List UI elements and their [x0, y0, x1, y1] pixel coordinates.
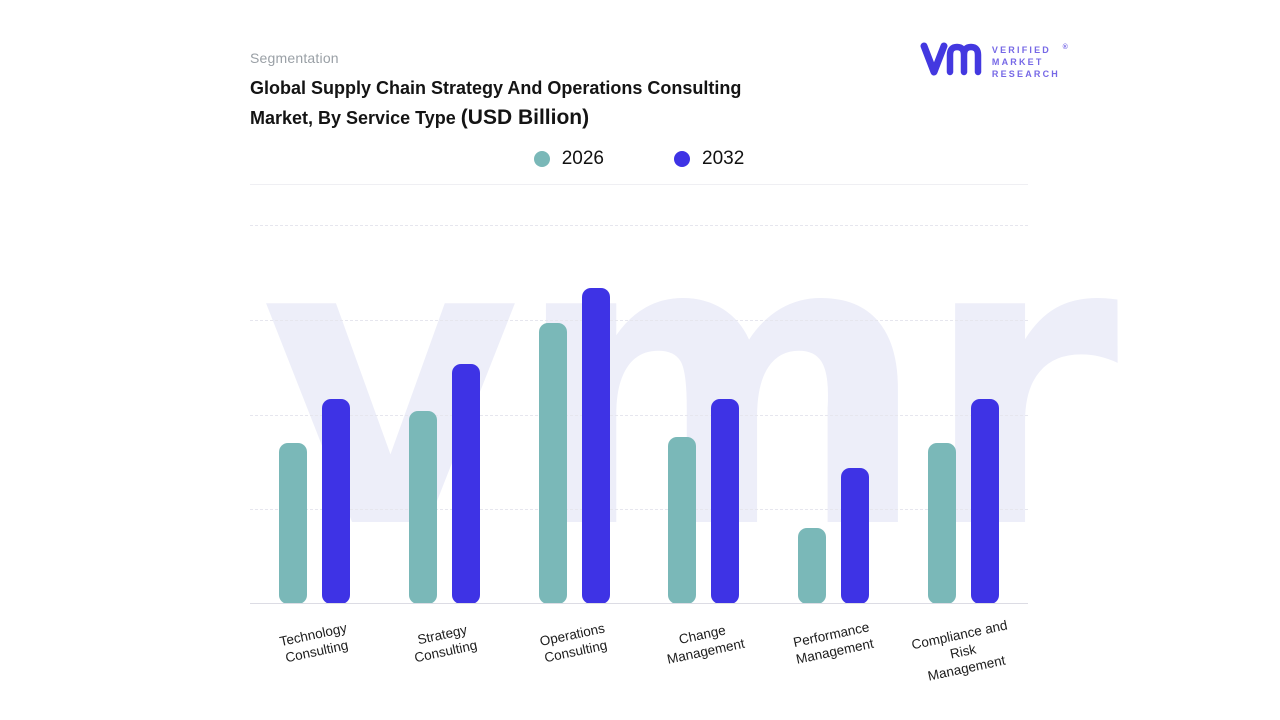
- bar-2026[interactable]: [408, 411, 437, 604]
- title-line2: Market, By Service Type: [250, 108, 461, 128]
- logo-line1: VERIFIED: [991, 44, 1051, 55]
- bar-2026[interactable]: [668, 437, 697, 604]
- logo-line3: RESEARCH: [991, 68, 1060, 79]
- bar-2032[interactable]: [970, 399, 999, 604]
- bar-2032[interactable]: [840, 468, 869, 604]
- gridline: [250, 414, 1028, 416]
- plot-area: Technology Consulting Strategy Consulting…: [250, 225, 1028, 684]
- legend-item-2032[interactable]: 2032: [674, 148, 744, 170]
- vmr-logo: VERIFIED MARKET RESEARCH ®: [920, 38, 1068, 85]
- bar-group: Compliance and Risk Management: [910, 225, 1009, 684]
- logo-line2: MARKET: [991, 56, 1044, 67]
- legend-item-2026[interactable]: 2026: [533, 148, 604, 170]
- bar-group: Performance Management: [792, 225, 875, 667]
- eyebrow-label: Segmentation: [250, 50, 339, 66]
- gridline: [250, 319, 1028, 321]
- title-unit: (USD Billion): [460, 106, 590, 129]
- title-line1: Global Supply Chain Strategy And Operati…: [250, 78, 742, 98]
- legend-separator: [250, 184, 1028, 185]
- chart-legend: 2026 2032: [250, 148, 1028, 170]
- legend-label-2026: 2026: [561, 148, 604, 169]
- logo-wordmark: VERIFIED MARKET RESEARCH ®: [991, 44, 1068, 80]
- category-label: Compliance and Risk Management: [910, 617, 1009, 684]
- gridline: [250, 509, 1028, 511]
- registered-mark: ®: [1062, 43, 1070, 51]
- bar-group: Technology Consulting: [278, 225, 351, 665]
- bar-2026[interactable]: [927, 443, 956, 604]
- bar-2032[interactable]: [322, 399, 351, 604]
- bar-2026[interactable]: [279, 443, 308, 604]
- legend-label-2032: 2032: [702, 148, 745, 169]
- bar-group: Change Management: [665, 225, 746, 667]
- bar-2032[interactable]: [581, 288, 610, 604]
- bar-2026[interactable]: [538, 323, 567, 604]
- bar-group: Operations Consulting: [538, 225, 610, 665]
- legend-dot-2026: [533, 151, 550, 167]
- x-axis-line: [250, 603, 1028, 604]
- bar-group: Strategy Consulting: [408, 225, 480, 665]
- bar-2032[interactable]: [451, 364, 480, 604]
- vmr-monogram-icon: [920, 38, 982, 85]
- bar-2026[interactable]: [797, 528, 826, 604]
- page-title: Global Supply Chain Strategy And Operati…: [250, 74, 870, 134]
- bar-2032[interactable]: [711, 399, 740, 604]
- legend-dot-2032: [674, 151, 690, 167]
- bar-chart: vmr Technology Consulting Strategy Consul…: [250, 185, 1119, 684]
- gridline: [250, 225, 1028, 226]
